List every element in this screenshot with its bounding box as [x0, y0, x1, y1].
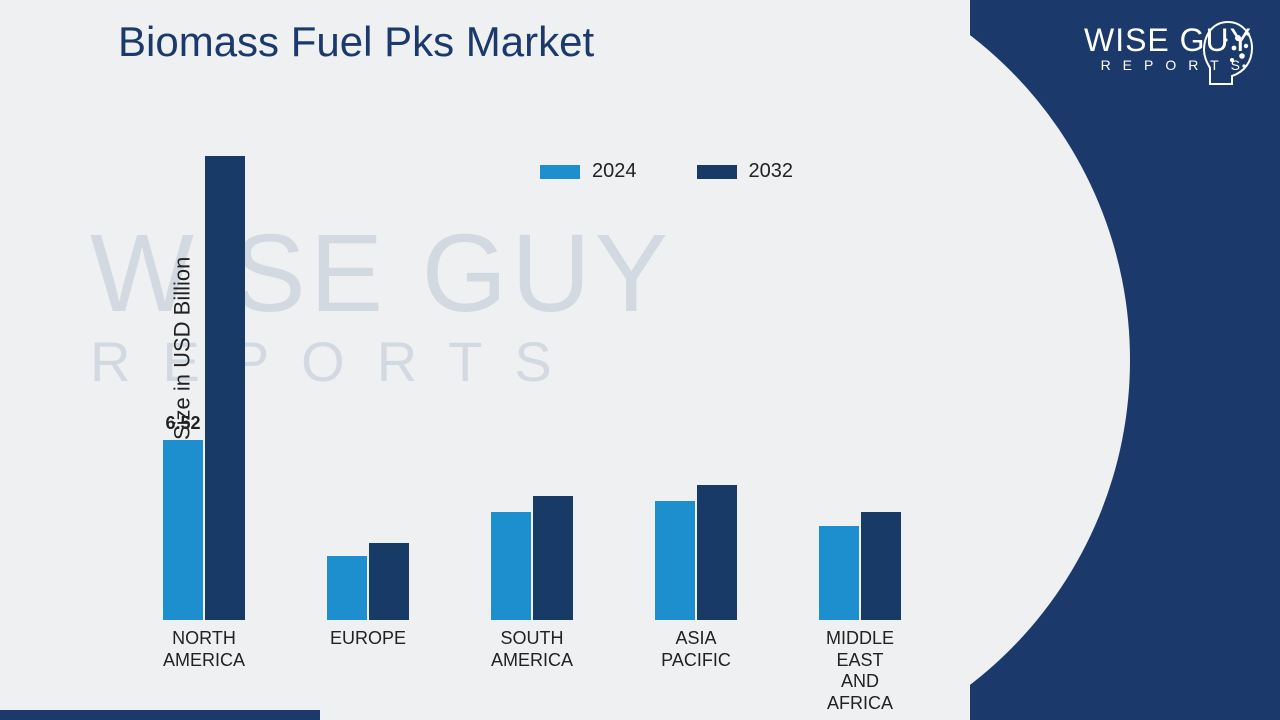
bar-2024 — [327, 556, 367, 620]
bar-2024 — [163, 440, 203, 620]
chart-area: Market Size in USD Billion 6.52NORTH AME… — [64, 150, 944, 620]
category-label: SOUTH AMERICA — [491, 628, 573, 671]
plot-area: 6.52NORTH AMERICAEUROPESOUTH AMERICAASIA… — [122, 150, 944, 620]
ai-head-icon — [1198, 18, 1258, 90]
bar-2032 — [205, 156, 245, 620]
category-label: NORTH AMERICA — [163, 628, 245, 671]
category-label: EUROPE — [330, 628, 406, 650]
brand-logo: WISE GUY REPORTS — [1084, 22, 1252, 73]
stage: WISE GUY REPORTS Biomass Fuel Pks Market… — [0, 0, 1280, 720]
bar-2024 — [819, 526, 859, 620]
bar-2024 — [491, 512, 531, 620]
category-label: ASIA PACIFIC — [661, 628, 731, 671]
bar-2032 — [533, 496, 573, 620]
chart-title: Biomass Fuel Pks Market — [118, 18, 594, 66]
bottom-accent-bar — [0, 710, 320, 720]
bar-2024 — [655, 501, 695, 620]
bar-value-label: 6.52 — [165, 413, 200, 434]
bar-2032 — [697, 485, 737, 620]
bar-2032 — [861, 512, 901, 620]
category-label: MIDDLE EAST AND AFRICA — [826, 628, 894, 714]
bar-2032 — [369, 543, 409, 620]
